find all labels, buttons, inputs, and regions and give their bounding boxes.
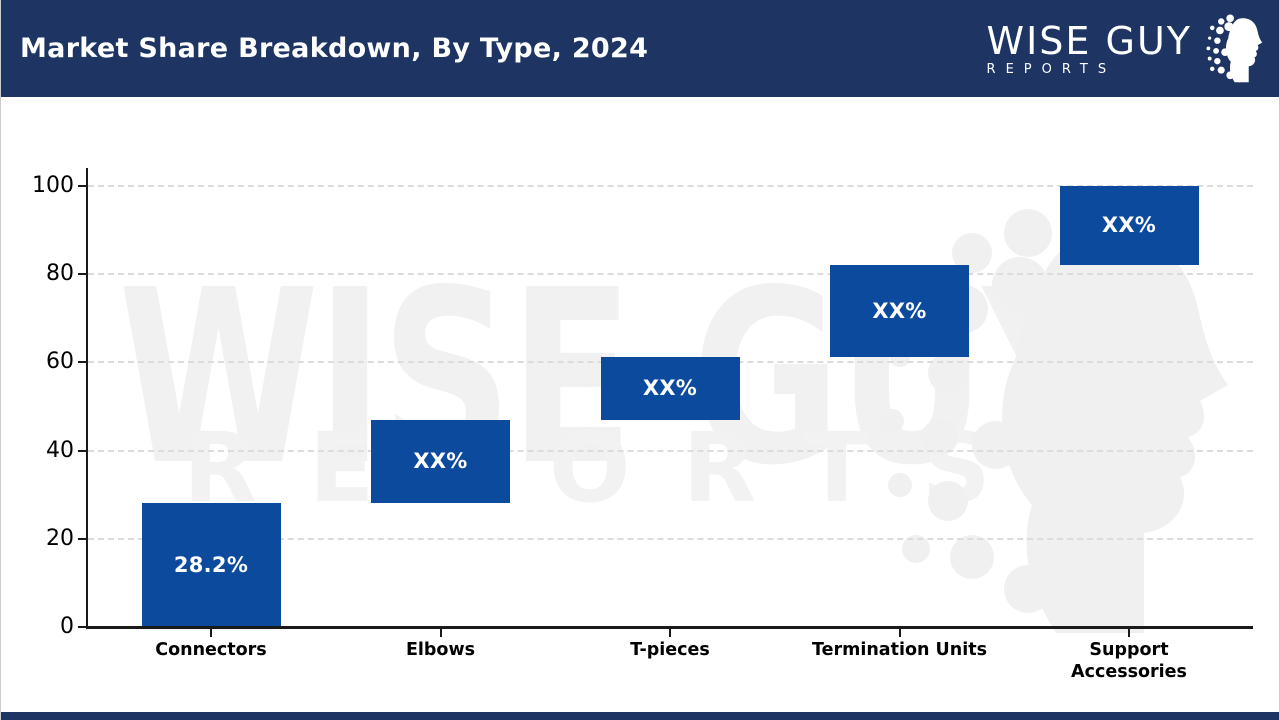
wiseguy-face-icon: [1202, 12, 1266, 86]
y-tick-mark: [78, 537, 87, 540]
y-tick-label: 100: [32, 173, 74, 198]
bar-value-label: XX%: [642, 376, 698, 401]
bar-termination-units: XX%: [830, 264, 969, 358]
bar-value-label: 28.2%: [173, 552, 249, 577]
bar-value-label: XX%: [872, 299, 927, 324]
x-category-label: Termination Units: [812, 640, 987, 660]
x-tick-mark: [210, 629, 212, 637]
y-axis-line: [86, 168, 88, 628]
x-tick-mark: [669, 629, 671, 637]
bar-value-label: XX%: [413, 449, 468, 474]
x-category-label: T-pieces: [630, 640, 710, 660]
wiseguy-logo: WISE GUY REPORTS: [987, 12, 1280, 86]
bar-value-label: XX%: [1101, 213, 1157, 238]
y-tick-mark: [78, 361, 87, 364]
y-tick-label: 60: [46, 349, 74, 375]
y-tick-label: 40: [46, 437, 74, 463]
y-tick-label: 20: [46, 525, 74, 551]
x-tick-mark: [1128, 629, 1130, 637]
y-gridline: [88, 449, 1253, 452]
chart-title: Market Share Breakdown, By Type, 2024: [20, 33, 649, 64]
x-tick-mark: [439, 629, 442, 637]
y-gridline: [88, 537, 1253, 540]
footer-bar: [0, 712, 1280, 720]
y-tick-label: 0: [60, 614, 74, 639]
y-tick-mark: [78, 185, 87, 187]
y-tick-mark: [78, 626, 87, 628]
bar-elbows: XX%: [371, 419, 510, 503]
y-tick-mark: [78, 273, 87, 276]
y-gridline: [88, 273, 1253, 276]
x-category-label: Elbows: [405, 640, 476, 660]
y-gridline: [88, 185, 1253, 187]
y-tick-label: 80: [46, 261, 74, 287]
watermark-subtext: REPORTS: [183, 412, 1043, 524]
bar-t-pieces: XX%: [600, 357, 740, 420]
x-axis-line: [86, 626, 1253, 629]
y-tick-mark: [78, 449, 87, 452]
logo-text: WISE GUY REPORTS: [987, 22, 1192, 76]
x-category-label: Connectors: [155, 640, 267, 660]
bar-support-accessories: XX%: [1059, 186, 1199, 265]
logo-subtext: REPORTS: [986, 61, 1117, 77]
header-banner: Market Share Breakdown, By Type, 2024 WI…: [0, 0, 1280, 97]
x-category-label: Support Accessories: [1071, 640, 1187, 682]
logo-wordmark: WISE GUY: [986, 18, 1192, 63]
bar-connectors: 28.2%: [141, 502, 281, 627]
x-tick-mark: [898, 629, 901, 637]
